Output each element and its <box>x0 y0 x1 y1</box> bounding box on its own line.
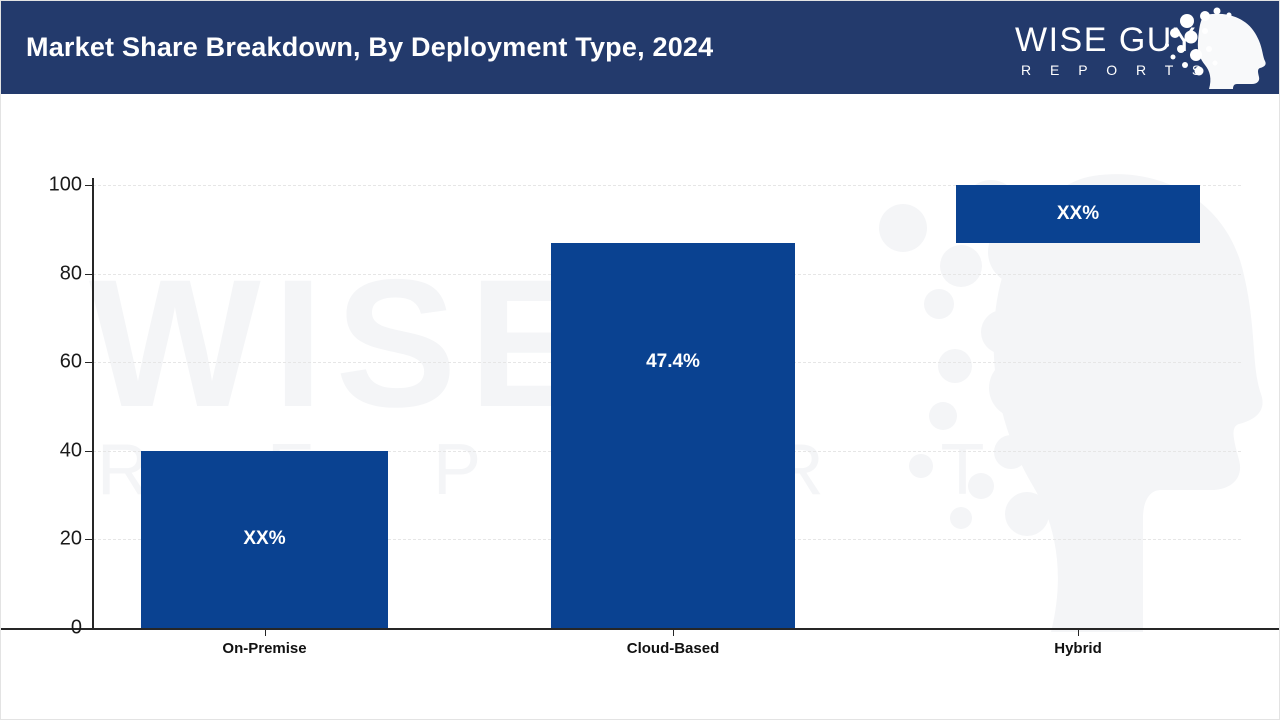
svg-text:WISE GUY: WISE GUY <box>1015 21 1197 59</box>
wise-guy-reports-logo: WISE GUY R E P O R T S <box>1009 7 1275 89</box>
header-bar: Market Share Breakdown, By Deployment Ty… <box>1 1 1279 94</box>
page-title: Market Share Breakdown, By Deployment Ty… <box>26 32 714 62</box>
x-tick-mark-on-premise <box>264 628 266 636</box>
gridline-100 <box>93 185 1241 186</box>
svg-text:R E P O R T S: R E P O R T S <box>1021 62 1209 78</box>
x-axis-label-on-premise: On-Premise <box>222 640 307 657</box>
y-tick-mark-0 <box>85 628 93 629</box>
y-tick-mark-20 <box>85 539 93 541</box>
chart-canvas: WISE R E P O R T S <box>1 94 1279 719</box>
y-axis-label-60: 60 <box>59 350 82 373</box>
bar-hybrid[interactable] <box>956 185 1200 244</box>
y-axis-label-40: 40 <box>59 439 82 462</box>
y-tick-mark-40 <box>85 450 93 452</box>
bar-cloud-based[interactable] <box>551 243 795 628</box>
y-axis-line <box>92 178 94 628</box>
x-axis-label-cloud-based: Cloud-Based <box>626 640 720 657</box>
y-tick-mark-60 <box>85 362 93 364</box>
y-axis-label-20: 20 <box>59 527 82 550</box>
x-tick-mark-cloud-based <box>673 628 674 636</box>
x-tick-mark-hybrid <box>1078 628 1079 636</box>
y-axis-label-80: 80 <box>59 262 82 285</box>
x-axis-label-hybrid: Hybrid <box>1054 640 1102 657</box>
y-axis-label-100: 100 <box>48 173 82 196</box>
y-tick-mark-80 <box>85 273 93 275</box>
y-tick-mark-100 <box>85 185 93 186</box>
bar-on-premise[interactable] <box>141 450 388 628</box>
x-axis-line <box>1 628 1279 630</box>
y-axis-label-0: 0 <box>70 616 82 639</box>
